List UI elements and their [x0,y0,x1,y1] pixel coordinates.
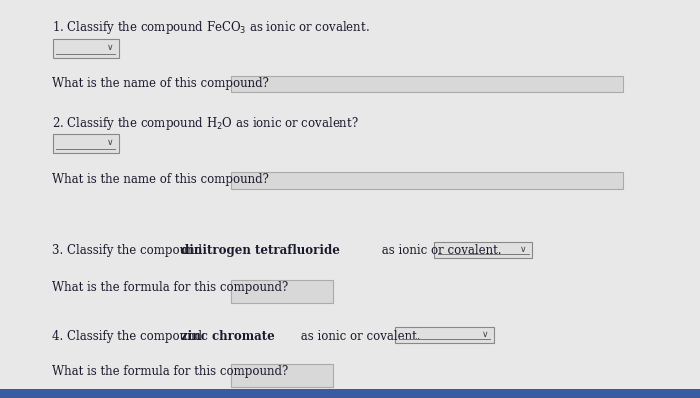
Text: zinc chromate: zinc chromate [181,330,274,343]
Text: ∨: ∨ [107,43,114,52]
Text: as ionic or covalent.: as ionic or covalent. [378,244,501,257]
FancyBboxPatch shape [231,172,623,189]
FancyBboxPatch shape [231,280,332,303]
Text: What is the name of this compound?: What is the name of this compound? [52,174,270,186]
FancyBboxPatch shape [0,389,700,398]
Text: as ionic or covalent.: as ionic or covalent. [297,330,420,343]
FancyBboxPatch shape [395,327,493,343]
Text: 2. Classify the compound H$_2$O as ionic or covalent?: 2. Classify the compound H$_2$O as ionic… [52,115,359,132]
Text: ∨: ∨ [520,245,527,254]
FancyBboxPatch shape [52,39,119,58]
FancyBboxPatch shape [434,242,532,258]
Text: 1. Classify the compound FeCO$_3$ as ionic or covalent.: 1. Classify the compound FeCO$_3$ as ion… [52,20,370,36]
Text: dinitrogen tetrafluoride: dinitrogen tetrafluoride [181,244,340,257]
Text: ∨: ∨ [482,330,489,339]
FancyBboxPatch shape [231,76,623,92]
FancyBboxPatch shape [52,134,119,153]
Text: 3. Classify the compound: 3. Classify the compound [52,244,206,257]
Text: What is the formula for this compound?: What is the formula for this compound? [52,365,288,378]
Text: 4. Classify the compound: 4. Classify the compound [52,330,206,343]
FancyBboxPatch shape [231,364,332,387]
Text: What is the name of this compound?: What is the name of this compound? [52,77,270,90]
Text: What is the formula for this compound?: What is the formula for this compound? [52,281,288,294]
Text: ∨: ∨ [107,139,114,147]
